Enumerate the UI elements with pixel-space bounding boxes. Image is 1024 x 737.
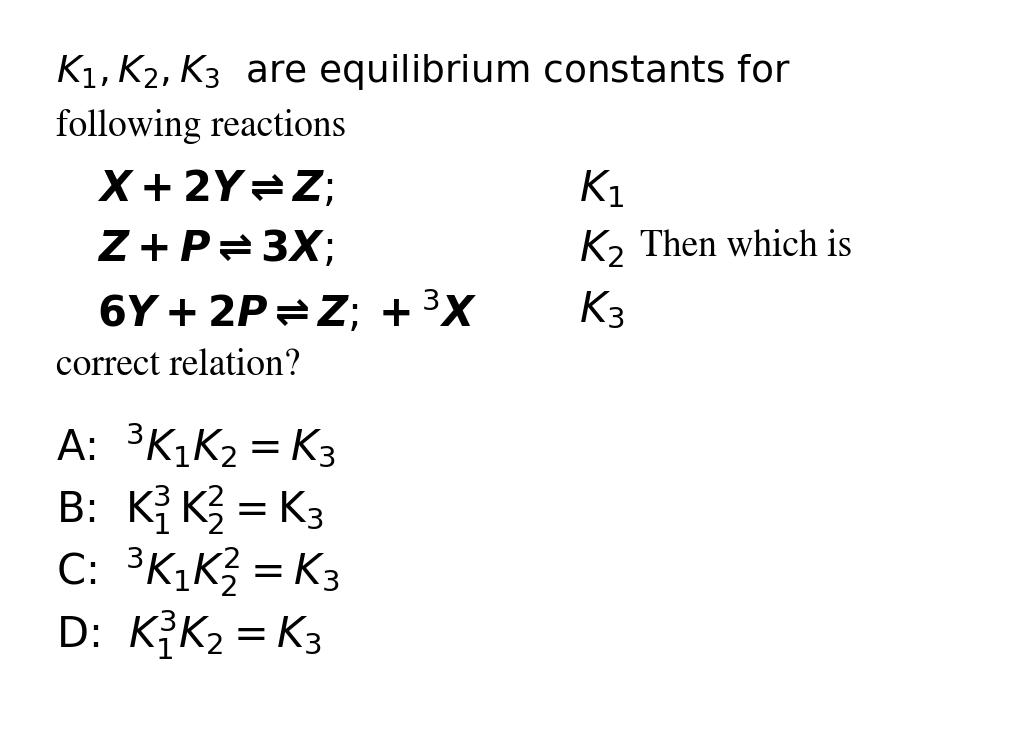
Text: A:  ${}^3\mathit{K}_1\mathit{K}_2 = \mathit{K}_3$: A: ${}^3\mathit{K}_1\mathit{K}_2 = \math… bbox=[56, 420, 336, 469]
Text: $\boldsymbol{Z + P \rightleftharpoons 3X;}$: $\boldsymbol{Z + P \rightleftharpoons 3X… bbox=[97, 228, 334, 270]
Text: $\boldsymbol{X + 2Y \rightleftharpoons Z;}$: $\boldsymbol{X + 2Y \rightleftharpoons Z… bbox=[97, 168, 334, 210]
Text: C:  ${}^3\mathit{K}_1\mathit{K}_2^2 = \mathit{K}_3$: C: ${}^3\mathit{K}_1\mathit{K}_2^2 = \ma… bbox=[56, 545, 340, 599]
Text: B:  $\mathrm{K}_1^3\, \mathrm{K}_2^2 = \mathrm{K}_3$: B: $\mathrm{K}_1^3\, \mathrm{K}_2^2 = \m… bbox=[56, 483, 324, 537]
Text: following reactions: following reactions bbox=[56, 109, 346, 144]
Text: $\mathit{K}_1, \mathit{K}_2, \mathit{K}_3$  are equilibrium constants for: $\mathit{K}_1, \mathit{K}_2, \mathit{K}_… bbox=[56, 52, 791, 91]
Text: $\boldsymbol{6Y + 2P \rightleftharpoons Z; +{}^3X}$: $\boldsymbol{6Y + 2P \rightleftharpoons … bbox=[97, 289, 477, 336]
Text: $\mathit{K}_2$: $\mathit{K}_2$ bbox=[579, 228, 624, 270]
Text: $\mathit{K}_1$: $\mathit{K}_1$ bbox=[579, 168, 624, 210]
Text: Then which is: Then which is bbox=[640, 228, 852, 263]
Text: correct relation?: correct relation? bbox=[56, 348, 301, 383]
Text: $\mathit{K}_3$: $\mathit{K}_3$ bbox=[579, 289, 624, 331]
Text: D:  $\mathit{K}_1^3\mathit{K}_2 = \mathit{K}_3$: D: $\mathit{K}_1^3\mathit{K}_2 = \mathit… bbox=[56, 608, 323, 662]
